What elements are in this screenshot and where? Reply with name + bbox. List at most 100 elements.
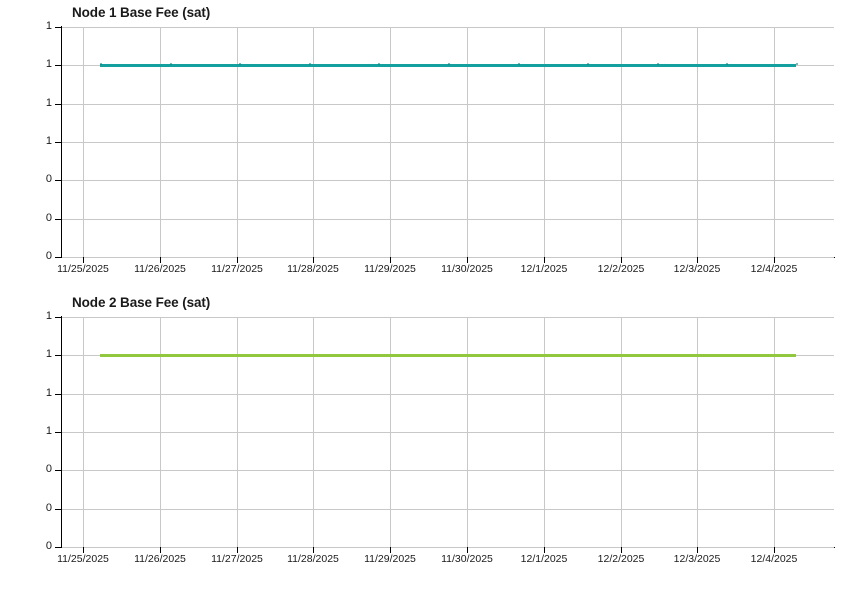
data-point-marker [726,63,728,65]
series-line [100,64,796,67]
y-axis-label: 1 [45,97,52,109]
y-axis-label: 1 [45,20,52,32]
x-axis-label: 11/26/2025 [134,263,186,275]
y-axis-label: 0 [45,463,52,475]
y-gridline [62,180,834,181]
y-gridline [62,219,834,220]
x-axis-tick [467,547,468,553]
plot-area [62,27,834,258]
x-gridline [313,27,314,257]
x-gridline [160,317,161,547]
x-axis-label: 12/3/2025 [673,263,721,275]
y-gridline [62,394,834,395]
x-gridline [774,317,775,547]
data-point-marker [448,63,450,65]
y-axis-tick [55,317,62,318]
y-axis-label: 1 [45,348,52,360]
x-gridline [83,317,84,547]
y-gridline [62,470,834,471]
chart-panel-node-2: Node 2 Base Fee (sat) 1 1 1 1 0 0 0 11/25/2025 1… [0,290,860,580]
y-axis-label: 0 [45,502,52,514]
y-axis-tick [55,509,62,510]
x-axis-label: 12/2/2025 [597,553,645,565]
x-gridline [621,27,622,257]
x-axis-label: 11/28/2025 [287,263,339,275]
y-gridline [62,432,834,433]
x-gridline [237,317,238,547]
y-axis-label: 0 [45,250,52,262]
x-axis-tick [467,257,468,263]
x-axis-tick [237,257,238,263]
y-gridline [62,509,834,510]
y-axis-tick [55,142,62,143]
x-axis-label: 12/4/2025 [750,553,798,565]
x-axis-label: 12/4/2025 [750,263,798,275]
x-axis-label: 11/25/2025 [57,553,109,565]
x-gridline [237,27,238,257]
y-gridline [62,257,834,258]
x-axis-tick [697,547,698,553]
y-gridline [62,317,834,318]
x-axis-label: 11/26/2025 [134,553,186,565]
x-axis-label: 11/28/2025 [287,553,339,565]
x-axis-label: 11/27/2025 [211,263,263,275]
x-axis-label: 11/25/2025 [57,263,109,275]
series-line [100,354,796,357]
chart-panel-node-1: Node 1 Base Fee (sat) 1 1 1 1 0 0 0 11/25/2025 1… [0,0,860,290]
x-axis-tick [621,547,622,553]
data-point-marker [518,63,520,65]
x-axis-tick [83,257,84,263]
x-axis-label: 11/29/2025 [364,553,416,565]
x-axis-tick [774,257,775,263]
y-axis-tick [55,27,62,28]
x-gridline [467,27,468,257]
x-axis-tick [83,547,84,553]
y-axis-label: 1 [45,387,52,399]
y-axis-tick [55,355,62,356]
y-gridline [62,104,834,105]
x-axis-label: 11/29/2025 [364,263,416,275]
data-point-marker [100,63,102,65]
x-axis-tick [621,257,622,263]
y-axis-tick [55,547,62,548]
x-axis-tick [160,257,161,263]
y-axis-label: 1 [45,58,52,70]
y-axis-tick [55,219,62,220]
x-axis-tick [544,257,545,263]
x-axis-label: 12/1/2025 [520,553,568,565]
x-axis-tick [774,547,775,553]
x-axis-tick [544,547,545,553]
data-point-marker [239,63,241,65]
x-axis-label: 11/30/2025 [441,553,493,565]
data-point-marker [378,63,380,65]
x-axis-label: 11/30/2025 [441,263,493,275]
x-gridline [83,27,84,257]
x-gridline [544,317,545,547]
y-axis-tick [55,104,62,105]
x-gridline [467,317,468,547]
y-axis-tick [55,470,62,471]
x-gridline [390,317,391,547]
x-axis-tick [390,547,391,553]
x-axis-tick [390,257,391,263]
y-axis-tick [55,65,62,66]
x-gridline [697,317,698,547]
x-gridline [390,27,391,257]
x-axis-tick [313,547,314,553]
data-point-marker [170,63,172,65]
data-point-marker [587,63,589,65]
y-axis-label: 1 [45,425,52,437]
y-axis-label: 0 [45,173,52,185]
x-axis-tick [237,547,238,553]
y-gridline [62,547,834,548]
chart-title: Node 2 Base Fee (sat) [72,295,211,310]
y-axis-tick [55,432,62,433]
y-gridline [62,142,834,143]
data-point-marker [657,63,659,65]
x-axis-label: 12/2/2025 [597,263,645,275]
x-gridline [544,27,545,257]
x-axis-tick [697,257,698,263]
plot-area [62,317,834,548]
y-axis-tick [55,180,62,181]
